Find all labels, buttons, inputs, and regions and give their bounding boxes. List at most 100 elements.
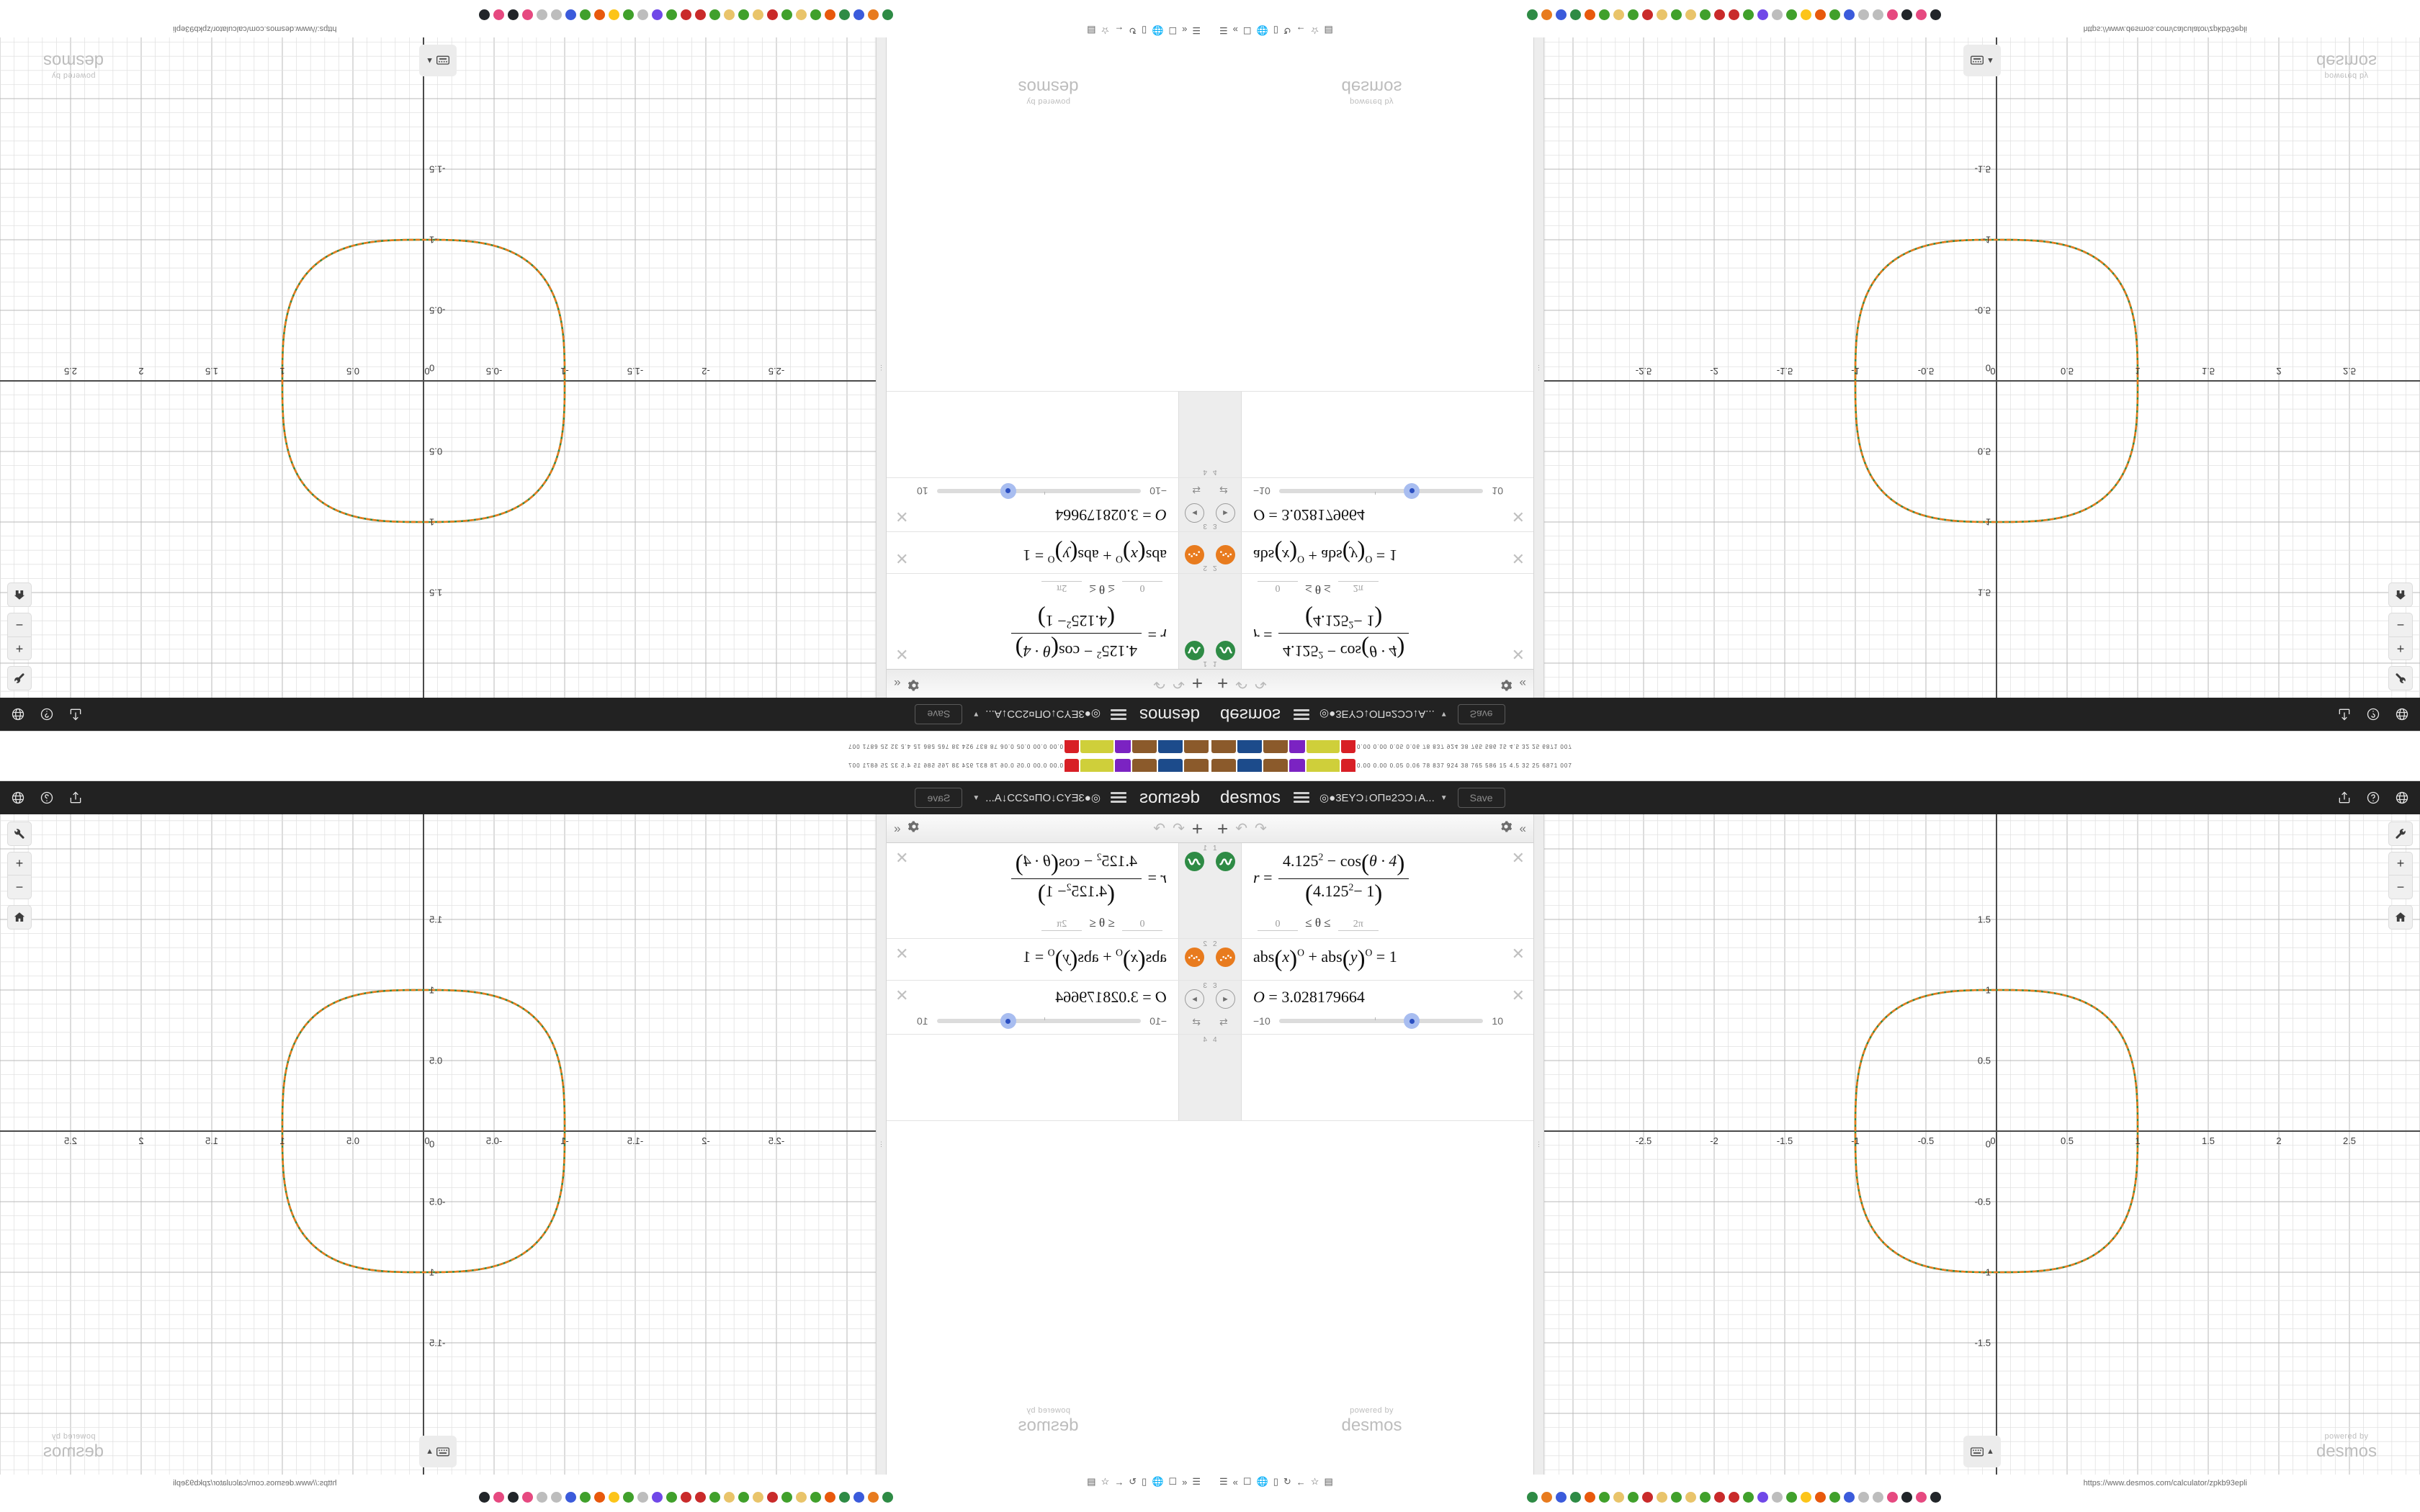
wrench-icon[interactable] <box>2388 822 2413 846</box>
help-icon[interactable] <box>2365 790 2381 806</box>
expression-body-2[interactable]: ✕ abs(x)O + abs(y)O = 1 <box>1253 540 1525 567</box>
taskbar-app-icon[interactable] <box>781 9 792 20</box>
taskbar-app-icon[interactable] <box>1930 1492 1941 1503</box>
hamburger-menu-icon[interactable] <box>1294 708 1310 720</box>
undo-icon[interactable]: ↶ <box>1173 675 1185 691</box>
expression-row-3[interactable]: 3 ► ⇄ ✕ O = 3.028179664 <box>887 981 1210 1035</box>
keyboard-icon[interactable]: ▲ <box>1963 45 2001 76</box>
expression-body-3[interactable]: ✕ O = 3.028179664 −10 <box>887 981 1178 1034</box>
keyboard-toggle[interactable]: ▲ <box>1963 45 2001 76</box>
taskbar-app-icon[interactable] <box>623 9 634 20</box>
expression-body-4[interactable] <box>1242 1035 1533 1120</box>
browser-tabstrip[interactable]: 0.00 0.00 0.05 0.06 78 837 924 38 765 58… <box>1210 737 2420 756</box>
add-expression-button[interactable]: + <box>1191 672 1203 695</box>
expression-row-3[interactable]: 3 ► ⇄ ✕ O = 3.028179664 <box>1210 981 1533 1035</box>
taskbar-app-icon[interactable] <box>882 1492 893 1503</box>
extensions-icon[interactable]: ☐ <box>1168 1476 1178 1487</box>
taskbar-app-icon[interactable] <box>652 1492 663 1503</box>
graph-title[interactable]: ◎●3ΕΥƆ↓ОΠ¤2ƆƆ↓Α... <box>1319 792 1435 804</box>
home-icon[interactable] <box>2388 582 2413 607</box>
taskbar-app-icon[interactable] <box>1916 9 1927 20</box>
taskbar-app-icon[interactable] <box>1815 1492 1826 1503</box>
taskbar-app-icon[interactable] <box>565 1492 576 1503</box>
expression-row-2[interactable]: 2 <box>887 531 1210 573</box>
taskbar-app-icon[interactable] <box>1570 9 1581 20</box>
slider-value[interactable]: 3.028179664 <box>1281 988 1365 1006</box>
taskbar-app-icon[interactable] <box>666 1492 677 1503</box>
bookmark-star-icon[interactable]: ☆ <box>1101 25 1110 36</box>
delete-expression-button[interactable]: ✕ <box>1511 508 1525 526</box>
taskbar-app-icon[interactable] <box>839 9 850 20</box>
taskbar-app-icon[interactable] <box>767 1492 778 1503</box>
chevron-down-icon[interactable]: ▼ <box>972 710 980 719</box>
taskbar-app-icon[interactable] <box>537 1492 547 1503</box>
taskbar-app-icon[interactable] <box>637 9 648 20</box>
slider-control[interactable]: −10 10 <box>917 483 1167 499</box>
expression-row-2[interactable]: 2 <box>887 939 1210 981</box>
expression-row-4[interactable]: 4 <box>1210 1035 1533 1121</box>
browser-tabstrip[interactable]: 0.00 0.00 0.05 0.06 78 837 924 38 765 58… <box>1210 756 2420 775</box>
gear-icon[interactable] <box>908 820 920 837</box>
taskbar-app-icon[interactable] <box>1801 9 1811 20</box>
taskbar-app-icon[interactable] <box>1599 9 1610 20</box>
taskbar-app-icon[interactable] <box>781 1492 792 1503</box>
slider-track[interactable] <box>936 483 1142 499</box>
zoom-in-icon[interactable]: + <box>2389 636 2412 660</box>
taskbar-app-icon[interactable] <box>853 1492 864 1503</box>
dotted-curve-toggle-icon[interactable] <box>1216 948 1235 967</box>
language-globe-icon[interactable] <box>10 706 26 722</box>
address-bar-url[interactable]: https://www.desmos.com/calculator/zpkb93… <box>173 1479 337 1488</box>
taskbar-app-icon[interactable] <box>695 9 706 20</box>
domain-min-field[interactable]: 0 <box>1122 919 1162 931</box>
slider-track[interactable] <box>1278 1013 1484 1029</box>
browser-tabstrip[interactable]: 0.00 0.00 0.05 0.06 78 837 924 38 765 58… <box>0 737 1210 756</box>
add-expression-button[interactable]: + <box>1217 817 1229 840</box>
zoom-out-icon[interactable]: − <box>15 879 24 894</box>
expression-body-2[interactable]: ✕ abs(x)O + abs(y)O = 1 <box>895 945 1167 972</box>
taskbar-app-icon[interactable] <box>1887 9 1898 20</box>
delete-expression-button[interactable]: ✕ <box>895 508 909 526</box>
taskbar-app-icon[interactable] <box>1541 9 1552 20</box>
browser-nav-icons[interactable]: ☰ « ☐ 🌐 ▯ ↻ ← ☆ ▤ <box>1216 1476 1333 1488</box>
chevrons-left-icon[interactable]: « <box>894 677 901 691</box>
taskbar-app-icon[interactable] <box>1873 9 1883 20</box>
redo-icon[interactable]: ↷ <box>1254 675 1267 691</box>
expression-row-1[interactable]: 1 ✕ r = <box>887 573 1210 669</box>
taskbar-app-icon[interactable] <box>1714 9 1725 20</box>
domain-min-field[interactable]: 0 <box>1122 581 1162 593</box>
delete-expression-button[interactable]: ✕ <box>1511 549 1525 567</box>
expression-body-3[interactable]: ✕ O = 3.028179664 −10 <box>887 478 1178 531</box>
taskbar-app-icon[interactable] <box>1642 1492 1653 1503</box>
bookmark-star-icon[interactable]: ☆ <box>1310 25 1319 36</box>
taskbar-app-icon[interactable] <box>738 1492 749 1503</box>
back-arrow-icon[interactable]: ← <box>1114 24 1124 36</box>
taskbar-app-icon[interactable] <box>1772 1492 1783 1503</box>
slider-min-label[interactable]: −10 <box>1150 1015 1167 1027</box>
taskbar-app-icon[interactable] <box>1642 9 1653 20</box>
taskbar-app-icon[interactable] <box>508 1492 519 1503</box>
chevron-down-icon[interactable]: ▼ <box>1440 793 1448 802</box>
slider-control[interactable]: −10 10 <box>1253 1013 1503 1029</box>
delete-expression-button[interactable]: ✕ <box>1511 645 1525 663</box>
taskbar-app-icon[interactable] <box>868 1492 879 1503</box>
redo-icon[interactable]: ↷ <box>1254 821 1267 837</box>
expr1-domain[interactable]: 0 ≤ θ ≤ 2π <box>917 916 1167 931</box>
reload-icon[interactable]: ↻ <box>1283 25 1291 36</box>
menu-icon[interactable]: ☰ <box>1192 1476 1201 1487</box>
globe-icon[interactable]: 🌐 <box>1152 25 1164 36</box>
taskbar-app-icon[interactable] <box>580 9 591 20</box>
taskbar-app-icon[interactable] <box>767 9 778 20</box>
graph-title[interactable]: ◎●3ΕΥƆ↓ОΠ¤2ƆƆ↓Α... <box>985 792 1101 804</box>
play-button-icon[interactable]: ► <box>1216 989 1235 1009</box>
taskbar-app-icon[interactable] <box>551 1492 562 1503</box>
slider-min-label[interactable]: −10 <box>1253 485 1270 497</box>
taskbar-app-icon[interactable] <box>681 1492 691 1503</box>
wrench-icon[interactable] <box>7 822 32 846</box>
taskbar-app-icon[interactable] <box>1901 9 1912 20</box>
taskbar-app-icon[interactable] <box>1585 1492 1595 1503</box>
expression-row-3[interactable]: 3 ► ⇄ ✕ O = 3.028179664 <box>1210 477 1533 531</box>
expression-body-1[interactable]: ✕ r = 4.1252 − cos(θ · 4) <box>1242 843 1533 938</box>
device-icon[interactable]: ▯ <box>1273 25 1278 36</box>
expression-body-2[interactable]: ✕ abs(x)O + abs(y)O = 1 <box>1253 945 1525 973</box>
taskbar[interactable] <box>1527 1492 1941 1503</box>
